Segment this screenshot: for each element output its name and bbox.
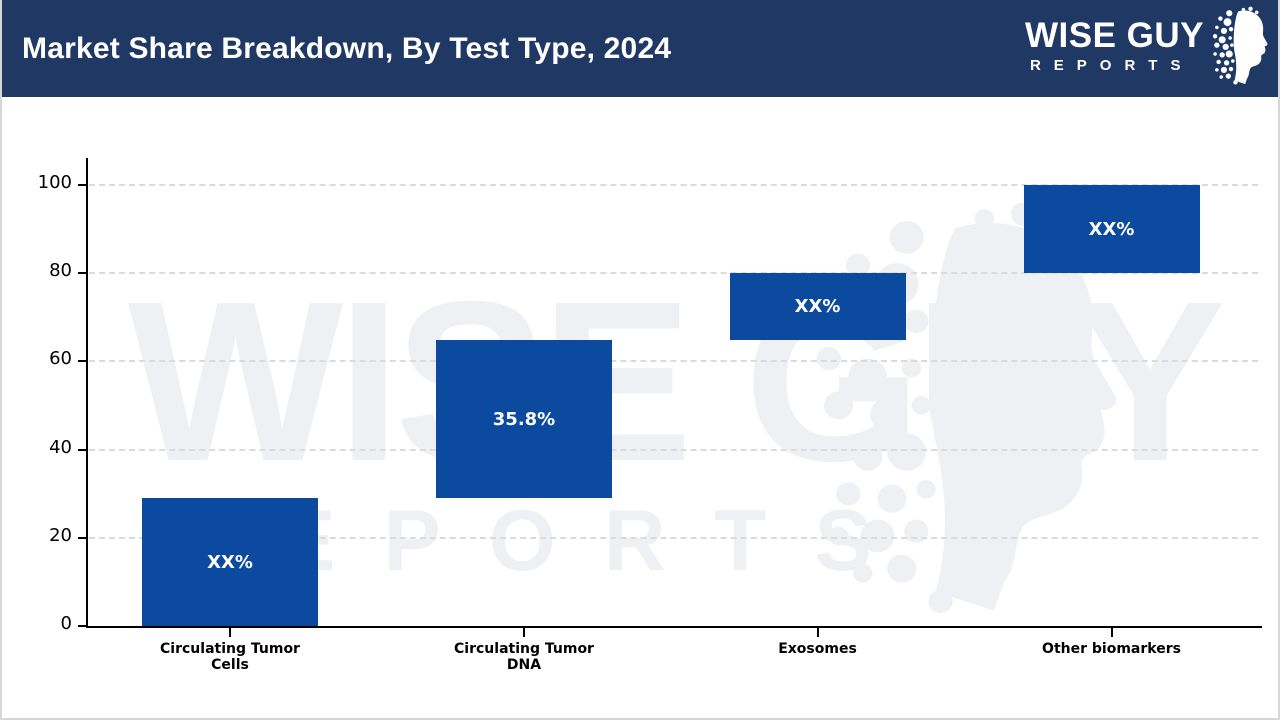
y-axis-tick-mark [78, 625, 86, 627]
gridline [89, 536, 1258, 539]
logo-subtext: REPORTS [1029, 57, 1194, 75]
y-axis-tick-label: 40 [49, 436, 72, 458]
x-axis-tick-mark [816, 628, 819, 637]
page-border-left [0, 0, 2, 720]
bar-value-label: 35.8% [492, 408, 556, 430]
bar-circulating-tumor-dna: 35.8% [436, 340, 612, 499]
page-border-bottom [0, 718, 1280, 720]
gridline [89, 272, 1258, 275]
x-axis-category-label: Circulating Tumor DNA [454, 641, 594, 673]
y-axis-tick-label: 100 [37, 172, 72, 193]
y-axis-tick-mark [78, 360, 86, 363]
logo-wordmark: WISE GUY [1024, 15, 1204, 55]
y-axis-tick-mark [78, 448, 86, 451]
page-border-right [1278, 0, 1280, 720]
gridline [89, 360, 1258, 363]
y-axis-tick-label: 60 [49, 348, 72, 370]
gridline [89, 184, 1258, 186]
x-axis-tick-mark [523, 628, 525, 637]
bar-other-biomarkers: XX% [1023, 185, 1200, 274]
gridline [89, 448, 1258, 451]
x-axis-tick-mark [1110, 628, 1113, 637]
y-axis-tick-mark [78, 184, 86, 186]
page-title: Market Share Breakdown, By Test Type, 20… [22, 31, 672, 65]
y-axis-tick-label: 80 [49, 260, 72, 282]
y-axis-tick-mark [78, 536, 86, 539]
bar-circulating-tumor-cells: XX% [142, 498, 318, 626]
bar-value-label: XX% [1088, 218, 1135, 240]
logo-head-icon [1212, 6, 1268, 85]
bar-value-label: XX% [207, 551, 253, 573]
header: Market Share Breakdown, By Test Type, 20… [0, 0, 1280, 97]
x-axis-category-label: Circulating Tumor Cells [160, 641, 300, 673]
y-axis-tick-label: 20 [49, 524, 72, 546]
y-axis-tick-label: 0 [60, 613, 72, 634]
x-axis-category-label: Other biomarkers [1042, 641, 1181, 657]
y-axis-line [86, 158, 88, 628]
y-axis-tick-mark [78, 272, 86, 275]
x-axis-category-label: Exosomes [778, 641, 857, 657]
bar-exosomes: XX% [729, 273, 906, 341]
wiseguy-logo: WISE GUY REPORTS [1025, 6, 1270, 86]
x-axis-tick-mark [229, 628, 231, 637]
bar-value-label: XX% [794, 296, 841, 318]
x-axis-line [86, 626, 1262, 628]
